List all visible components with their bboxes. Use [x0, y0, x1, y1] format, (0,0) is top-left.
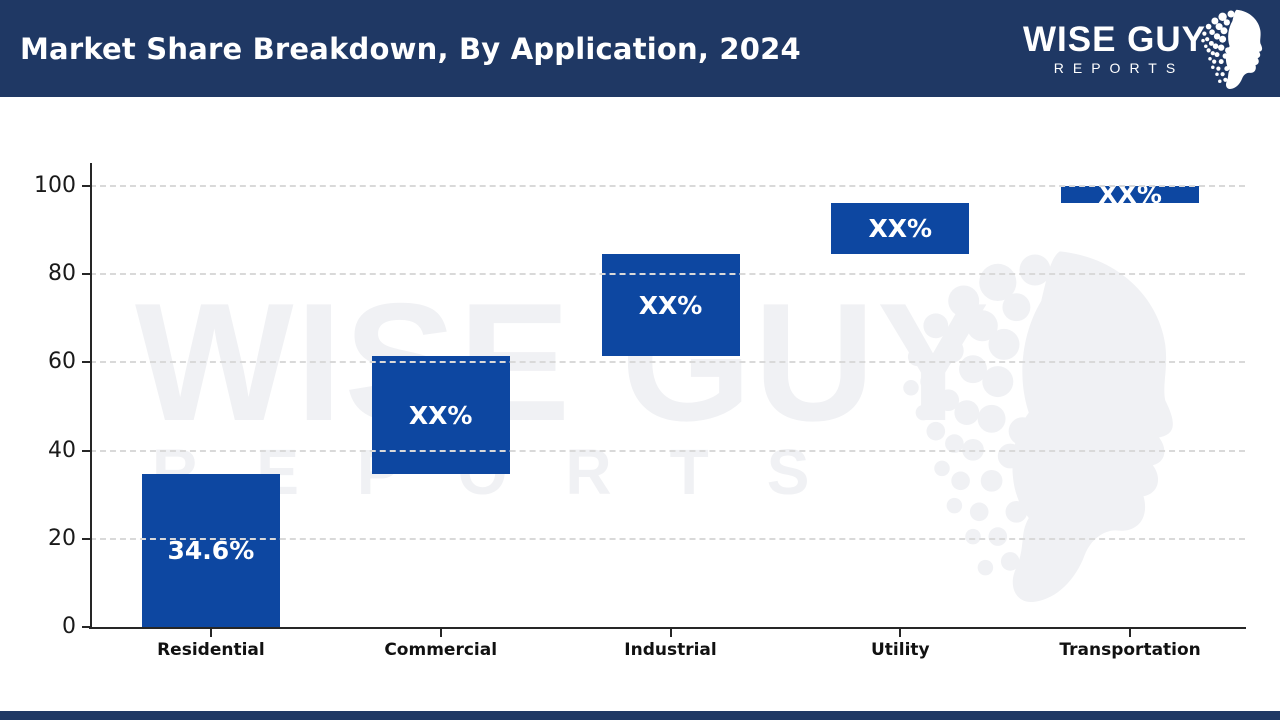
bar-value-label: 34.6%: [167, 536, 255, 566]
x-axis-tick: [899, 629, 902, 637]
gridline: [90, 185, 1245, 187]
bar-industrial: XX%: [601, 253, 740, 357]
y-axis-tick-label: 20: [48, 525, 76, 551]
bar-value-label: XX%: [868, 214, 933, 244]
x-axis-tick: [439, 629, 442, 637]
gridline: [90, 449, 1245, 452]
y-axis-tick-label: 80: [48, 261, 76, 287]
brand-name: WISE GUY: [1022, 19, 1206, 59]
y-axis-tick: [82, 626, 90, 628]
y-axis-tick-label: 40: [48, 437, 76, 463]
gridline: [90, 273, 1245, 276]
footer-band: [0, 711, 1280, 720]
y-axis-tick-label: 100: [34, 173, 76, 198]
y-axis-tick: [82, 537, 90, 540]
brand-wordmark: WISE GUY REPORTS: [1023, 22, 1206, 76]
bar-value-label: XX%: [1098, 180, 1162, 210]
x-axis-tick: [669, 629, 672, 637]
x-axis-tick: [209, 629, 212, 637]
bar-residential: 34.6%: [141, 474, 280, 627]
bar-commercial: XX%: [371, 356, 510, 475]
gridline: [90, 361, 1245, 364]
category-label-commercial: Commercial: [384, 640, 498, 660]
y-axis-tick: [82, 273, 90, 276]
y-axis-tick: [82, 361, 90, 364]
y-axis-tick-label: 0: [62, 614, 76, 639]
x-axis-line: [89, 627, 1246, 629]
category-label-industrial: Industrial: [624, 640, 717, 660]
brand-subname: REPORTS: [1053, 59, 1185, 76]
y-axis-tick-label: 60: [48, 349, 76, 375]
header-band: Market Share Breakdown, By Application, …: [0, 0, 1280, 97]
y-axis-tick: [82, 185, 90, 187]
category-label-residential: Residential: [157, 640, 265, 660]
category-label-utility: Utility: [870, 640, 930, 660]
bar-value-label: XX%: [638, 290, 703, 320]
x-axis-tick: [1129, 629, 1132, 637]
gridline: [90, 537, 1245, 540]
y-axis-tick: [82, 449, 90, 452]
chart-title: Market Share Breakdown, By Application, …: [20, 31, 801, 66]
brand-logo: WISE GUY REPORTS: [1023, 7, 1280, 91]
category-label-transportation: Transportation: [1059, 640, 1201, 660]
y-axis-line: [90, 163, 92, 629]
bar-value-label: XX%: [408, 400, 473, 430]
bar-transportation: XX%: [1061, 180, 1200, 209]
bar-utility: XX%: [831, 203, 970, 254]
